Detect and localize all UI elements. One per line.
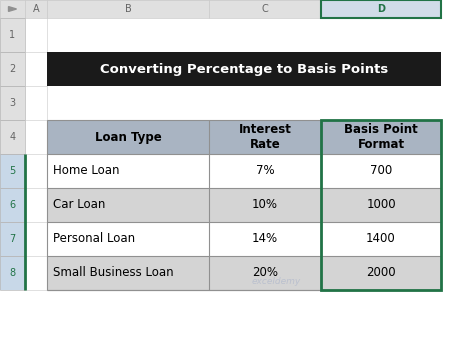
Bar: [321, 120, 441, 154]
Bar: [47, 18, 209, 52]
Text: Small Business Loan: Small Business Loan: [53, 267, 173, 280]
Bar: [321, 188, 441, 222]
Bar: [209, 120, 321, 154]
Bar: [321, 256, 441, 290]
Bar: [209, 256, 321, 290]
Bar: [209, 188, 321, 222]
Bar: [47, 222, 209, 256]
Bar: [321, 188, 441, 222]
Bar: [47, 256, 209, 290]
Bar: [209, 0, 321, 18]
Text: 3: 3: [9, 98, 16, 108]
Text: 2: 2: [9, 64, 16, 74]
Bar: [47, 222, 209, 256]
Bar: [321, 0, 441, 18]
Text: 5: 5: [9, 166, 16, 176]
Bar: [47, 120, 209, 154]
Bar: [209, 154, 321, 188]
Bar: [0, 154, 25, 188]
Polygon shape: [9, 6, 17, 11]
Bar: [47, 188, 209, 222]
Bar: [47, 154, 209, 188]
Bar: [209, 52, 321, 86]
Text: Car Loan: Car Loan: [53, 198, 105, 211]
Text: 6: 6: [9, 200, 16, 210]
Text: exceldemy: exceldemy: [252, 278, 301, 286]
Text: 10%: 10%: [252, 198, 278, 211]
Text: Interest
Rate: Interest Rate: [238, 123, 292, 151]
Bar: [321, 18, 441, 52]
Bar: [321, 222, 441, 256]
Text: C: C: [262, 4, 268, 14]
Bar: [321, 154, 441, 188]
Bar: [209, 154, 321, 188]
Text: 14%: 14%: [252, 233, 278, 246]
Text: 1000: 1000: [366, 198, 396, 211]
Text: 700: 700: [370, 164, 392, 178]
Text: D: D: [377, 4, 385, 14]
Text: 7: 7: [9, 234, 16, 244]
Bar: [321, 120, 441, 290]
Text: 7%: 7%: [255, 164, 274, 178]
Bar: [47, 86, 209, 120]
Bar: [321, 256, 441, 290]
Bar: [209, 188, 321, 222]
Text: 20%: 20%: [252, 267, 278, 280]
Bar: [209, 18, 321, 52]
Bar: [321, 154, 441, 188]
Bar: [0, 52, 25, 86]
Text: 1400: 1400: [366, 233, 396, 246]
Bar: [0, 120, 25, 154]
Bar: [321, 52, 441, 86]
Bar: [47, 188, 209, 222]
Bar: [0, 86, 25, 120]
Bar: [321, 86, 441, 120]
Bar: [25, 0, 47, 18]
Bar: [0, 188, 25, 222]
Bar: [25, 188, 47, 222]
Bar: [0, 18, 25, 52]
Bar: [0, 222, 25, 256]
Text: Basis Point
Format: Basis Point Format: [344, 123, 418, 151]
Text: Home Loan: Home Loan: [53, 164, 119, 178]
Bar: [25, 154, 47, 188]
Text: A: A: [33, 4, 39, 14]
Bar: [47, 120, 209, 154]
Bar: [321, 0, 441, 18]
Bar: [209, 86, 321, 120]
Bar: [25, 86, 47, 120]
Text: 8: 8: [9, 268, 16, 278]
Bar: [321, 120, 441, 154]
Bar: [47, 52, 441, 86]
Text: 4: 4: [9, 132, 16, 142]
Bar: [209, 222, 321, 256]
Text: 2000: 2000: [366, 267, 396, 280]
Bar: [47, 0, 209, 18]
Bar: [25, 52, 47, 86]
Bar: [47, 52, 209, 86]
Bar: [209, 120, 321, 154]
Bar: [321, 222, 441, 256]
Text: 1: 1: [9, 30, 16, 40]
Bar: [0, 0, 25, 18]
Text: Loan Type: Loan Type: [95, 131, 161, 144]
Bar: [47, 256, 209, 290]
Bar: [209, 256, 321, 290]
Bar: [0, 256, 25, 290]
Bar: [25, 256, 47, 290]
Bar: [25, 222, 47, 256]
Text: Converting Percentage to Basis Points: Converting Percentage to Basis Points: [100, 62, 388, 75]
Bar: [47, 154, 209, 188]
Bar: [209, 222, 321, 256]
Bar: [25, 120, 47, 154]
Text: B: B: [125, 4, 131, 14]
Bar: [25, 18, 47, 52]
Text: Personal Loan: Personal Loan: [53, 233, 135, 246]
